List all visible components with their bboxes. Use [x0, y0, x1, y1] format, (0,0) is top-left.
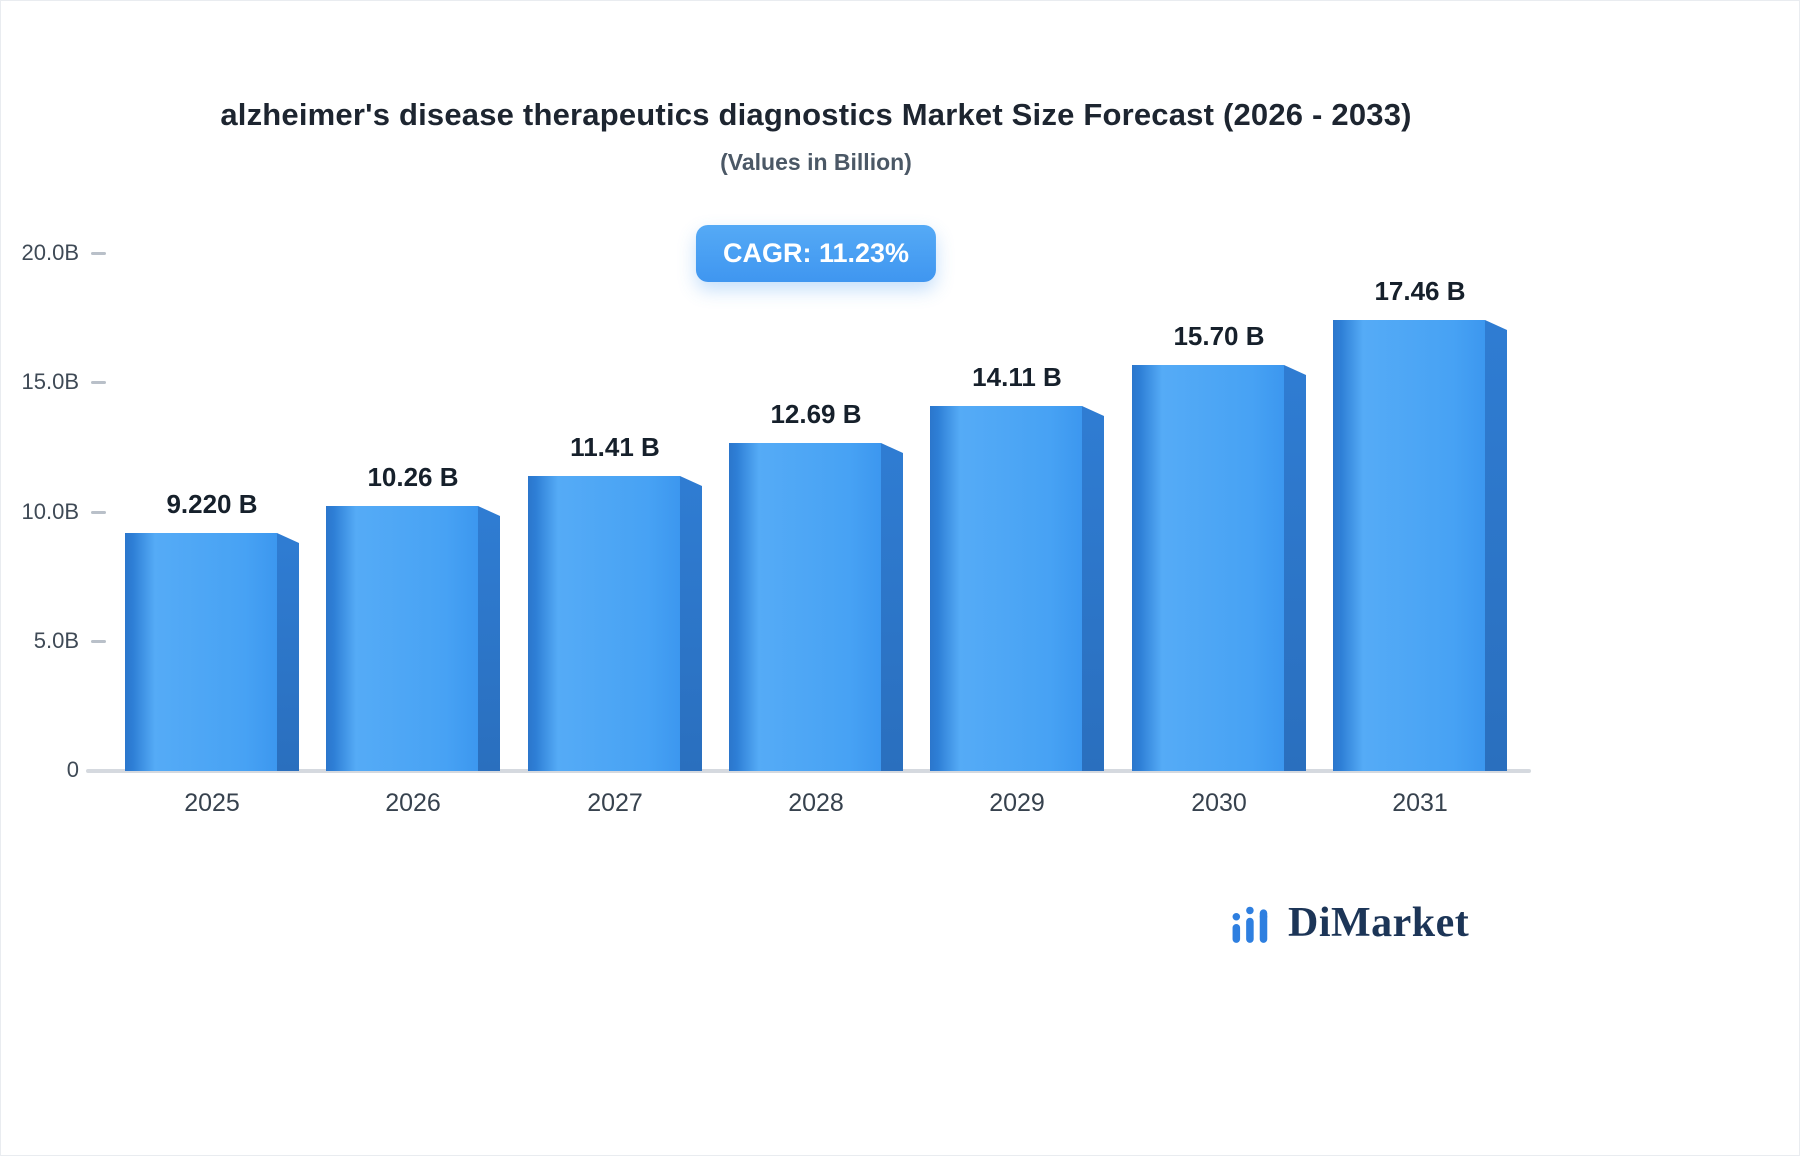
bar-face [1333, 320, 1485, 771]
bar-side-face [1485, 330, 1507, 771]
bar-side-face [478, 516, 500, 771]
bar-side-face [277, 543, 299, 771]
bar-value-label: 15.70 B [1173, 321, 1265, 351]
bar-top-bevel [478, 506, 500, 516]
bar-2031: 17.46 B [1333, 276, 1507, 771]
bar-face [326, 506, 478, 771]
bar-top-bevel [881, 443, 903, 453]
bar-face [125, 533, 277, 771]
x-tick-label: 2027 [587, 789, 643, 817]
bar-2025: 9.220 B [125, 489, 299, 771]
bar-value-label: 17.46 B [1374, 276, 1466, 306]
bar-chart-logo-icon [1232, 906, 1268, 943]
bar-side-face [680, 486, 702, 771]
brand-logo: DiMarket [1229, 899, 1469, 947]
bar-top-bevel [1082, 406, 1104, 416]
y-tick-mark [91, 381, 106, 385]
y-tick-mark [91, 639, 106, 643]
bar-value-label: 9.220 B [166, 489, 258, 519]
x-tick-label: 2028 [788, 789, 844, 817]
bar-value-label: 10.26 B [367, 462, 459, 492]
bar-top-bevel [1485, 320, 1507, 330]
bar-value-label: 12.69 B [770, 399, 862, 429]
y-tick-mark [91, 252, 106, 255]
bar-side-face [1082, 416, 1104, 771]
brand-name: DiMarket [1288, 900, 1470, 946]
x-tick-label: 2026 [385, 789, 441, 817]
x-tick-label: 2030 [1191, 789, 1247, 817]
bar-2027: 11.41 B [528, 432, 702, 771]
x-tick-label: 2025 [184, 789, 240, 817]
bar-2029: 14.11 B [930, 362, 1104, 771]
bar-value-label: 14.11 B [972, 362, 1062, 392]
y-tick-mark [91, 510, 106, 514]
bar-face [528, 476, 680, 771]
y-tick-label: 10.0B [21, 498, 80, 524]
x-tick-label: 2031 [1392, 789, 1448, 817]
y-tick-label: 0 [66, 757, 79, 782]
y-tick-label: 20.0B [21, 240, 80, 265]
bar-side-face [1284, 375, 1306, 771]
bar-face [729, 443, 881, 771]
bar-2030: 15.70 B [1132, 321, 1306, 771]
chart-subtitle: (Values in Billion) [720, 149, 912, 175]
bar-top-bevel [277, 533, 299, 543]
y-tick-label: 15.0B [21, 369, 80, 395]
cagr-badge: CAGR: 11.23% [695, 225, 937, 282]
bar-face [930, 406, 1082, 771]
bar-top-bevel [1284, 365, 1306, 375]
x-axis-line [86, 769, 1531, 773]
bar-top-bevel [680, 476, 702, 486]
chart-title: alzheimer's disease therapeutics diagnos… [220, 97, 1412, 132]
bar-2028: 12.69 B [729, 399, 903, 771]
y-tick-label: 5.0B [33, 627, 79, 653]
bar-value-label: 11.41 B [570, 432, 660, 462]
bar-side-face [881, 453, 903, 771]
bar-face [1132, 365, 1284, 771]
bar-2026: 10.26 B [326, 462, 500, 771]
x-tick-label: 2029 [989, 789, 1045, 817]
